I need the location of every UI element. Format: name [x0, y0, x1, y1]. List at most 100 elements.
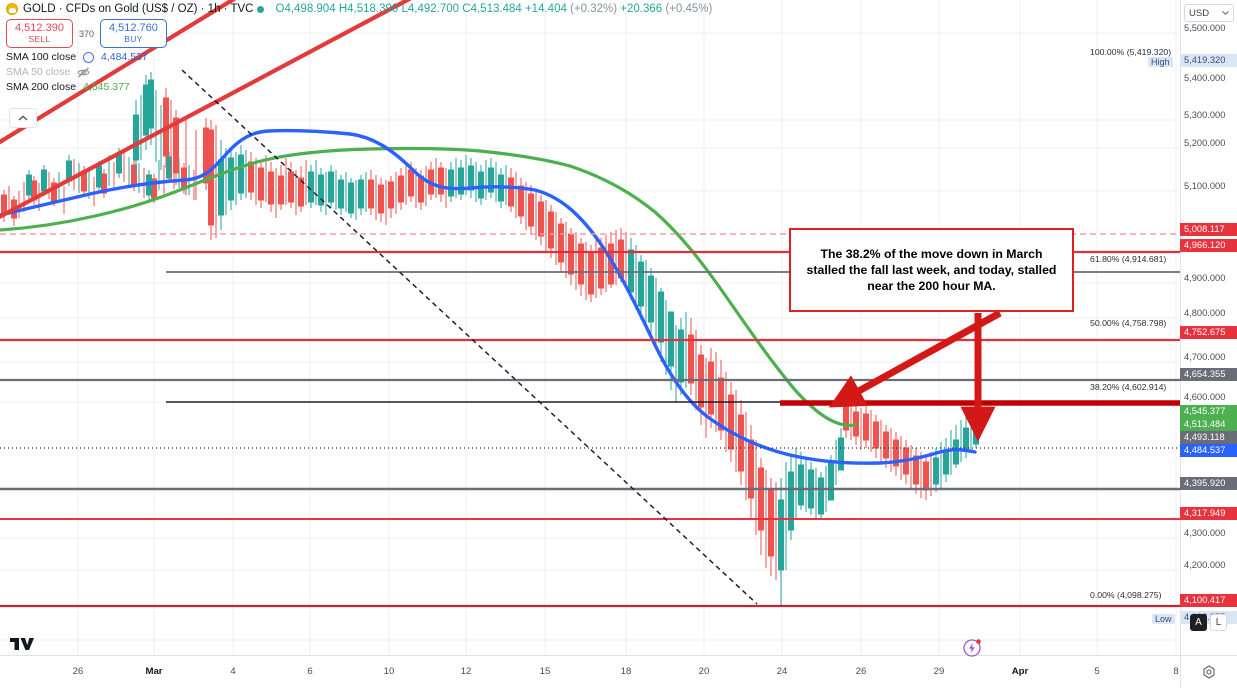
ohlc-low-label: L	[401, 3, 408, 15]
auto-scale-button[interactable]: A	[1190, 614, 1207, 631]
indicator-sma200-label: SMA 200 close	[6, 81, 77, 94]
chart-canvas[interactable]: 100.00% (5,419.320) 61.80% (4,914.681) 5…	[0, 0, 1180, 655]
annotation-text: The 38.2% of the move down in March stal…	[806, 246, 1057, 294]
time-tick: 20	[698, 666, 710, 677]
price-tick: 5,400.000	[1184, 73, 1226, 83]
indicator-sma50[interactable]: SMA 50 close	[6, 66, 712, 78]
ohlc-high-label: H	[338, 3, 348, 15]
price-tick: 4,700.000	[1184, 352, 1226, 362]
symbol-title[interactable]: GOLD · CFDs on Gold (US$ / OZ) · 1h · TV…	[23, 3, 254, 15]
price-badge-4395: 4,395.920	[1180, 477, 1237, 490]
time-tick: 18	[620, 666, 632, 677]
scale-mode-toggle: A L	[1190, 614, 1227, 631]
fib-label-100: 100.00% (5,419.320)	[1090, 47, 1172, 57]
high-label: High	[1148, 57, 1173, 67]
ohlc-change-pct: (+0.32%)	[570, 3, 618, 15]
chart-settings-corner[interactable]	[1180, 655, 1237, 688]
price-tick: 4,800.000	[1184, 308, 1226, 318]
price-tick: 4,200.000	[1184, 560, 1226, 570]
eye-off-icon[interactable]	[77, 67, 90, 78]
price-badge-4100: 4,100.417	[1180, 594, 1237, 607]
annotation-arrow-diagonal	[828, 309, 1002, 408]
buy-button[interactable]: 4,512.760 BUY	[99, 19, 167, 49]
time-tick: 26	[72, 666, 84, 677]
log-scale-button[interactable]: L	[1210, 614, 1227, 631]
time-tick: Apr	[1011, 666, 1029, 677]
trendline-lower	[0, 0, 412, 220]
price-badge-sma200: 4,545.377	[1180, 405, 1237, 418]
ohlc-change: +14.404	[524, 3, 567, 15]
trade-buttons-row: 4,512.390 SELL 370 4,512.760 BUY	[6, 19, 712, 49]
target-icon	[1203, 665, 1215, 679]
indicator-sma100-value: 4,484.537	[101, 51, 148, 64]
sell-button[interactable]: 4,512.390 SELL	[6, 19, 73, 49]
sell-label: SELL	[28, 33, 51, 44]
time-tick: 24	[776, 666, 788, 677]
ohlc-change2: +20.366	[620, 3, 663, 15]
time-tick: 4	[230, 666, 236, 677]
vertical-gridlines	[77, 0, 1177, 655]
ohlc-close: 4,513.484	[470, 3, 522, 15]
fib-label-618: 61.80% (4,914.681)	[1090, 254, 1167, 264]
trendline-descending-dashed	[181, 69, 758, 605]
price-tick: 5,300.000	[1184, 110, 1226, 120]
time-tick: 15	[539, 666, 551, 677]
time-tick: 29	[933, 666, 945, 677]
lightning-bolt-icon[interactable]	[962, 638, 982, 663]
price-tick: 4,900.000	[1184, 273, 1226, 283]
status-dot-icon	[257, 5, 265, 13]
buy-price: 4,512.760	[108, 22, 158, 34]
time-tick: Mar	[145, 666, 163, 677]
ohlc-change2-pct: (+0.45%)	[665, 3, 713, 15]
ohlc-close-label: C	[462, 3, 471, 15]
price-badge-4752: 4,752.675	[1180, 326, 1237, 339]
buy-label: BUY	[124, 33, 143, 44]
price-tick: 4,600.000	[1184, 392, 1226, 402]
chart-legend: GOLD · CFDs on Gold (US$ / OZ) · 1h · TV…	[6, 3, 712, 93]
price-badge-sma100: 4,484.537	[1180, 444, 1237, 457]
price-tick: 5,200.000	[1184, 138, 1226, 148]
currency-label: USD	[1189, 7, 1210, 19]
symbol-row[interactable]: GOLD · CFDs on Gold (US$ / OZ) · 1h · TV…	[6, 3, 712, 15]
price-badge-4966: 4,966.120	[1180, 239, 1237, 252]
indicator-sma100-label: SMA 100 close	[6, 51, 77, 64]
spread-value: 370	[78, 28, 94, 39]
fib-label-382: 38.20% (4,602.914)	[1090, 382, 1167, 392]
chevron-down-icon	[1222, 11, 1229, 15]
price-badge-5008: 5,008.117	[1180, 223, 1237, 236]
price-tick: 4,300.000	[1184, 528, 1226, 538]
price-tick: 5,500.000	[1184, 23, 1226, 33]
tradingview-logo[interactable]	[10, 636, 34, 657]
ohlc-open: 4,498.904	[284, 3, 336, 15]
price-badge-4654: 4,654.355	[1180, 368, 1237, 381]
indicator-sma100[interactable]: SMA 100 close 4,484.537	[6, 51, 712, 63]
indicator-sma50-label: SMA 50 close	[6, 66, 71, 79]
price-tick: 5,100.000	[1184, 181, 1226, 191]
price-badge-4317: 4,317.949	[1180, 507, 1237, 520]
currency-selector[interactable]: USD	[1184, 4, 1234, 22]
price-scale[interactable]: USD 5,500.000 5,400.000 5,300.000 5,200.…	[1180, 0, 1237, 655]
gold-coin-icon	[6, 3, 18, 15]
fib-label-50: 50.00% (4,758.798)	[1090, 318, 1167, 328]
refresh-icon[interactable]	[83, 51, 95, 63]
ohlc-values: O4,498.904 H4,518.390 L4,492.700 C4,513.…	[275, 3, 712, 15]
time-scale[interactable]: 26 Mar 4 6 10 12 15 18 20 24 26 29 Apr 5…	[0, 655, 1180, 688]
annotation-textbox[interactable]: The 38.2% of the move down in March stal…	[789, 228, 1074, 312]
low-label: Low	[1152, 614, 1175, 624]
collapse-legend-button[interactable]	[9, 108, 37, 128]
fib-label-0: 0.00% (4,098.275)	[1090, 590, 1162, 600]
ohlc-low: 4,492.700	[407, 3, 460, 15]
time-tick: 8	[1173, 666, 1179, 677]
time-tick: 6	[307, 666, 313, 677]
chevron-up-icon	[18, 115, 28, 121]
sma100-line	[0, 128, 977, 465]
price-badge-high: 5,419.320	[1180, 54, 1237, 67]
indicator-sma200[interactable]: SMA 200 close 4,545.377	[6, 81, 712, 93]
indicator-sma200-value: 4,545.377	[83, 81, 130, 94]
time-tick: 10	[383, 666, 395, 677]
price-badge-4493: 4,493.118	[1180, 431, 1237, 444]
candlestick-series	[1, 72, 979, 605]
ohlc-high: 4,518.390	[347, 3, 399, 15]
sma200-line	[0, 146, 857, 427]
